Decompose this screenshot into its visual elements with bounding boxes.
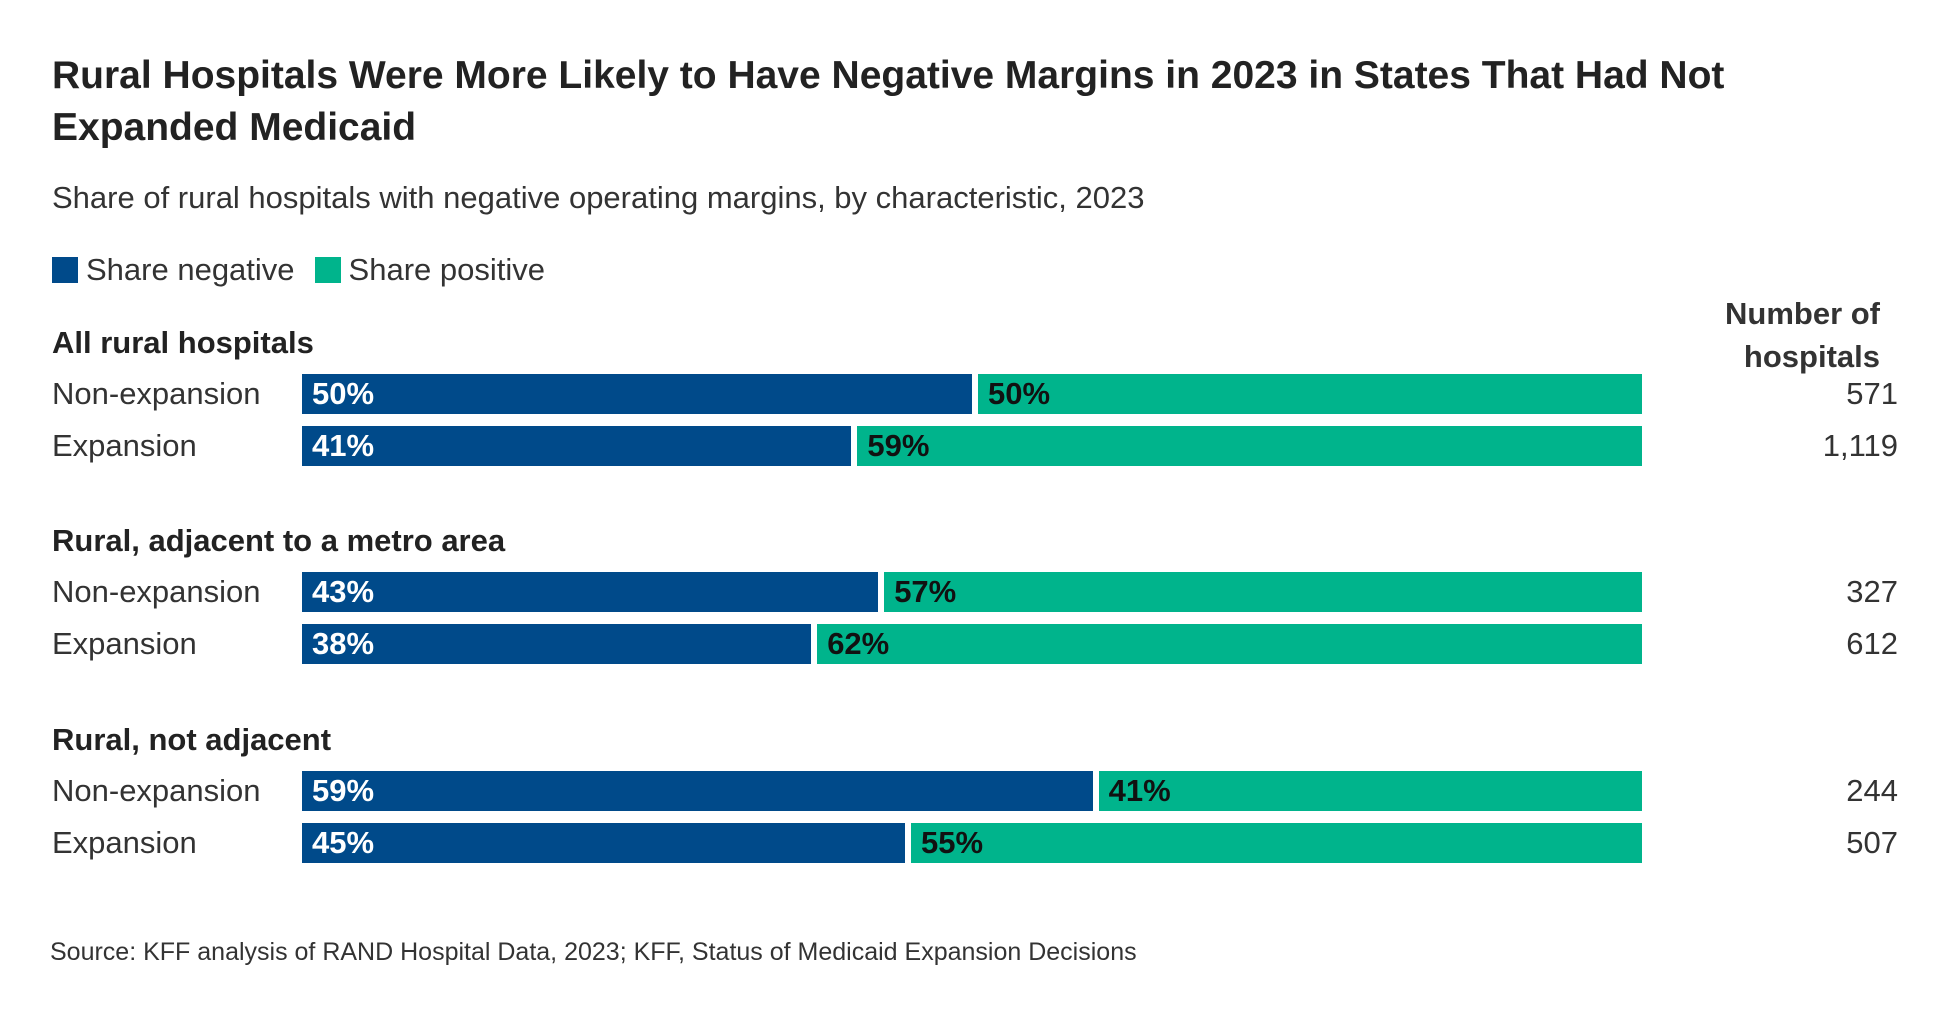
bar-segment-positive: 57% <box>884 572 1642 612</box>
bar-row: 38% 62% <box>302 624 1642 664</box>
bar-row: 41% 59% <box>302 426 1642 466</box>
bar-segment-positive: 41% <box>1098 771 1642 811</box>
data-label-negative: 43% <box>312 574 375 609</box>
data-label-positive: 41% <box>1108 773 1171 808</box>
bar-row: 50% 50% <box>302 374 1642 414</box>
row-label: Non-expansion <box>52 376 261 411</box>
data-label-positive: 57% <box>894 574 957 609</box>
bar-segment-negative: 38% <box>302 624 812 664</box>
chart-title: Rural Hospitals Were More Likely to Have… <box>52 54 1725 149</box>
hospital-count: 327 <box>1846 574 1898 609</box>
bar-segment-positive: 62% <box>817 624 1642 664</box>
bar-segment-negative: 43% <box>302 572 879 612</box>
column-header-number-of-hospitals: Number of hospitals <box>1725 296 1880 374</box>
legend-label-positive: Share positive <box>348 252 545 287</box>
data-label-negative: 59% <box>312 773 375 808</box>
row-label: Non-expansion <box>52 773 261 808</box>
hospital-count: 1,119 <box>1822 428 1898 463</box>
bar-segment-negative: 59% <box>302 771 1093 811</box>
data-label-negative: 45% <box>312 825 375 860</box>
legend-label-negative: Share negative <box>86 252 295 287</box>
source-note: Source: KFF analysis of RAND Hospital Da… <box>50 938 1137 966</box>
bar-segment-negative: 50% <box>302 374 972 414</box>
bar-segment-negative: 41% <box>302 426 852 466</box>
group-label: Rural, adjacent to a metro area <box>52 523 506 558</box>
bar-segment-positive: 50% <box>978 374 1642 414</box>
chart-subtitle: Share of rural hospitals with negative o… <box>52 180 1145 215</box>
row-label: Expansion <box>52 626 197 661</box>
bar-segment-positive: 59% <box>857 426 1642 466</box>
hospital-count: 244 <box>1846 773 1898 808</box>
legend: Share negative Share positive <box>52 252 565 288</box>
data-label-negative: 50% <box>312 376 375 411</box>
bar-segment-positive: 55% <box>911 823 1642 863</box>
group-label: All rural hospitals <box>52 325 314 360</box>
bar-segment-negative: 45% <box>302 823 905 863</box>
data-label-positive: 59% <box>867 428 930 463</box>
hospital-count: 612 <box>1846 626 1898 661</box>
row-label: Non-expansion <box>52 574 261 609</box>
hospital-count: 571 <box>1846 376 1898 411</box>
data-label-positive: 50% <box>988 376 1051 411</box>
data-label-positive: 55% <box>921 825 984 860</box>
data-label-negative: 38% <box>312 626 375 661</box>
legend-item-negative: Share negative <box>52 252 295 288</box>
bar-row: 59% 41% <box>302 771 1642 811</box>
legend-swatch-positive <box>314 257 341 283</box>
bar-row: 45% 55% <box>302 823 1642 863</box>
legend-swatch-negative <box>52 257 78 283</box>
data-label-positive: 62% <box>827 626 890 661</box>
legend-item-positive: Share positive <box>314 252 545 288</box>
group-label: Rural, not adjacent <box>52 722 332 757</box>
data-label-negative: 41% <box>312 428 375 463</box>
row-label: Expansion <box>52 825 197 860</box>
hospital-count: 507 <box>1846 825 1898 860</box>
row-label: Expansion <box>52 428 197 463</box>
bar-row: 43% 57% <box>302 572 1642 612</box>
